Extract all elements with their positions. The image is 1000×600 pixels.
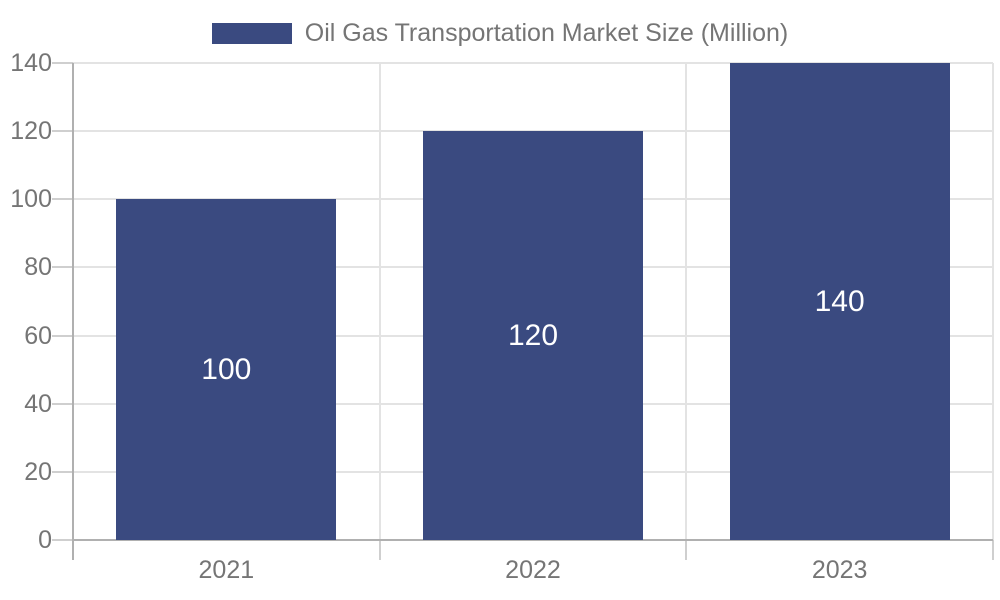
x-tick-label: 2023 bbox=[811, 556, 868, 584]
y-tick-label: 100 bbox=[10, 185, 52, 214]
y-axis-tick bbox=[52, 402, 73, 405]
y-axis-tick bbox=[52, 334, 73, 337]
plot-border-right bbox=[992, 63, 994, 540]
bar-value-label: 140 bbox=[814, 284, 865, 318]
bar-value-label: 120 bbox=[507, 318, 559, 352]
x-tick-label: 2021 bbox=[198, 556, 255, 584]
y-tick-label: 60 bbox=[24, 321, 52, 350]
x-axis-line bbox=[73, 539, 993, 541]
gridline-vertical bbox=[685, 63, 688, 540]
y-tick-label: 40 bbox=[24, 389, 52, 418]
y-axis-tick bbox=[52, 62, 73, 64]
y-tick-label: 120 bbox=[10, 117, 52, 146]
y-tick-label: 0 bbox=[38, 526, 52, 554]
y-axis-tick bbox=[52, 130, 73, 133]
bar-2022[interactable]: 120 bbox=[423, 131, 643, 540]
y-axis-tick bbox=[52, 539, 73, 541]
bar-2021[interactable]: 100 bbox=[116, 199, 337, 540]
y-axis-tick bbox=[52, 470, 73, 473]
legend-label: Oil Gas Transportation Market Size (Mill… bbox=[304, 19, 789, 47]
x-tick-label: 2022 bbox=[505, 556, 561, 584]
y-tick-label: 80 bbox=[24, 253, 52, 282]
legend[interactable]: Oil Gas Transportation Market Size (Mill… bbox=[0, 20, 1000, 46]
y-tick-label: 20 bbox=[24, 457, 52, 486]
bar-value-label: 100 bbox=[201, 352, 252, 386]
gridline-horizontal bbox=[73, 62, 993, 64]
legend-swatch bbox=[211, 22, 292, 44]
y-tick-label: 140 bbox=[10, 49, 52, 77]
x-axis-tick bbox=[378, 540, 381, 560]
y-axis-line bbox=[72, 63, 74, 560]
y-axis-tick bbox=[52, 198, 73, 201]
x-axis-tick bbox=[992, 540, 994, 560]
y-axis-tick bbox=[52, 266, 73, 269]
bar-2023[interactable]: 140 bbox=[729, 63, 950, 540]
x-axis-tick bbox=[685, 540, 688, 560]
gridline-vertical bbox=[378, 63, 381, 540]
